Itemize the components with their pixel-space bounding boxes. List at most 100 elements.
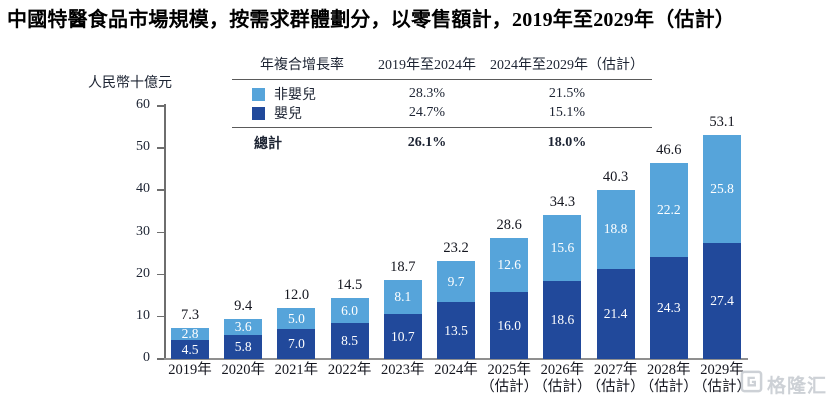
total-value-label-2024年: 23.2 — [443, 240, 469, 257]
segment-value-label: 24.3 — [656, 300, 681, 316]
total-value-label-2026年: 34.3 — [549, 193, 576, 210]
non-infant-legend-swatch — [252, 87, 265, 101]
x-axis-label-2021年: 2021年 — [274, 362, 319, 378]
cagr-row-non-infant: 非嬰兒 28.3% 21.5% — [232, 84, 652, 103]
page-title: 中國特醫食品市場規模，按需求群體劃分，以零售額計，2019年至2029年（估計） — [7, 9, 735, 31]
x-axis-label-2025年: 2025年 （估計） — [480, 362, 539, 396]
segment-value-label: 16.0 — [497, 317, 521, 333]
segment-value-label: 2.8 — [181, 326, 199, 342]
bar-segment-非嬰兒-2025年: 12.6 — [490, 238, 529, 292]
cagr-header-metric: 年複合增長率 — [260, 58, 344, 73]
total-cagr-period1: 26.1% — [407, 135, 447, 150]
x-axis-label-2020年: 2020年 — [221, 362, 265, 378]
y-axis-unit-label: 人民幣十億元 — [88, 76, 172, 91]
bar-segment-嬰兒-2029年: 27.4 — [703, 243, 741, 359]
bar-segment-非嬰兒-2029年: 25.8 — [703, 134, 741, 244]
total-value-label-2023年: 18.7 — [390, 258, 416, 275]
infant-legend-swatch — [252, 106, 265, 120]
y-tick-mark-20 — [157, 273, 164, 276]
total-value-label-2021年: 12.0 — [283, 287, 310, 304]
segment-value-label: 8.1 — [394, 289, 412, 305]
segment-value-label: 5.0 — [287, 311, 305, 327]
bar-segment-非嬰兒-2019年: 2.8 — [171, 326, 209, 342]
watermark: 格隆汇 — [740, 370, 827, 398]
bar-2024年: 13.5 9.7 23.2 — [437, 106, 475, 359]
bar-segment-非嬰兒-2028年: 22.2 — [649, 162, 688, 257]
y-axis-line — [164, 104, 166, 360]
total-value-label-2028年: 46.6 — [656, 141, 682, 158]
bar-2023年: 10.7 8.1 18.7 — [383, 106, 422, 359]
bar-segment-嬰兒-2026年: 18.6 — [543, 280, 582, 359]
cagr-table-header: 年複合增長率 2019年至2024年 2024年至2029年（估計） — [232, 54, 652, 79]
total-cagr-period2: 18.0% — [547, 135, 587, 150]
x-axis-label-2023年: 2023年 — [381, 362, 425, 378]
y-tick-label-10: 10 — [136, 307, 150, 323]
segment-value-label: 7.0 — [287, 336, 305, 352]
plot-area: 4.5 2.8 7.3 5.8 3.6 9.4 7.0 5.0 12.0 8.5 6.0 14.5 10… — [165, 106, 748, 359]
infant-cagr-period2: 15.1% — [548, 105, 586, 120]
bar-segment-嬰兒-2020年: 5.8 — [224, 334, 263, 359]
x-axis-label-2029年: 2029年 （估計） — [693, 362, 751, 396]
x-axis-label-2024年: 2024年 — [434, 362, 478, 378]
total-value-label-2022年: 14.5 — [336, 276, 363, 293]
bar-segment-嬰兒-2028年: 24.3 — [649, 256, 688, 359]
segment-value-label: 22.2 — [656, 201, 681, 217]
segment-value-label: 27.4 — [710, 293, 734, 309]
non-infant-legend-label: 非嬰兒 — [274, 88, 316, 103]
segment-value-label: 12.6 — [497, 257, 521, 273]
total-value-label-2029年: 53.1 — [709, 113, 735, 130]
bar-segment-嬰兒-2022年: 8.5 — [330, 323, 369, 359]
total-value-label-2025年: 28.6 — [496, 217, 522, 234]
bar-2029年: 27.4 25.8 53.1 — [703, 106, 741, 359]
bar-2026年: 18.6 15.6 34.3 — [543, 106, 582, 359]
y-tick-label-20: 20 — [136, 265, 150, 281]
y-tick-label-0: 0 — [143, 350, 150, 365]
segment-value-label: 15.6 — [550, 239, 575, 255]
cagr-header-period1: 2019年至2024年 — [378, 58, 476, 73]
total-value-label-2027年: 40.3 — [602, 168, 629, 185]
y-tick-mark-40 — [157, 189, 164, 191]
bar-segment-嬰兒-2021年: 7.0 — [277, 329, 316, 359]
y-tick-mark-10 — [157, 315, 164, 318]
infant-cagr-period1: 24.7% — [408, 105, 446, 120]
y-tick-label-40: 40 — [136, 181, 150, 197]
bar-2028年: 24.3 22.2 46.6 — [649, 106, 688, 359]
y-tick-mark-50 — [157, 147, 164, 149]
bar-segment-非嬰兒-2023年: 8.1 — [383, 279, 422, 314]
total-label: 總計 — [254, 137, 282, 152]
bar-segment-非嬰兒-2020年: 3.6 — [224, 319, 263, 335]
segment-value-label: 6.0 — [341, 302, 359, 318]
bar-2025年: 16.0 12.6 28.6 — [490, 106, 529, 359]
x-axis-label-2026年: 2026年 （估計） — [533, 362, 592, 396]
segment-value-label: 25.8 — [710, 181, 734, 197]
y-tick-label-60: 60 — [136, 97, 150, 112]
bar-segment-嬰兒-2025年: 16.0 — [490, 291, 529, 359]
gelonghui-logo-icon — [740, 370, 763, 398]
total-value-label-2019年: 7.3 — [180, 307, 200, 324]
segment-value-label: 18.8 — [603, 221, 628, 237]
bar-2027年: 21.4 18.8 40.3 — [596, 106, 635, 359]
cagr-table-body: 非嬰兒 28.3% 21.5% 嬰兒 24.7% 15.1% — [232, 79, 652, 127]
cagr-row-total: 總計 26.1% 18.0% — [232, 127, 652, 153]
x-axis-label-2019年: 2019年 — [168, 362, 212, 378]
cagr-row-infant: 嬰兒 24.7% 15.1% — [232, 103, 652, 122]
bar-segment-嬰兒-2024年: 13.5 — [437, 302, 475, 359]
bar-segment-嬰兒-2027年: 21.4 — [596, 268, 635, 359]
total-value-label-2020年: 9.4 — [234, 298, 253, 315]
bar-2021年: 7.0 5.0 12.0 — [277, 106, 316, 359]
segment-value-label: 10.7 — [390, 328, 415, 344]
segment-value-label: 18.6 — [550, 312, 575, 328]
y-tick-mark-30 — [157, 231, 164, 233]
infant-legend-label: 嬰兒 — [274, 107, 302, 122]
bar-segment-非嬰兒-2026年: 15.6 — [543, 214, 582, 281]
y-tick-mark-0 — [157, 358, 164, 360]
y-tick-label-30: 30 — [136, 223, 150, 239]
x-axis-line — [157, 358, 748, 360]
segment-value-label: 21.4 — [603, 306, 628, 322]
bar-segment-嬰兒-2019年: 4.5 — [171, 340, 209, 359]
bar-segment-非嬰兒-2024年: 9.7 — [437, 261, 475, 303]
y-tick-mark-60 — [157, 105, 164, 107]
x-axis-label-2027年: 2027年 （估計） — [586, 362, 645, 396]
y-tick-label-50: 50 — [136, 139, 150, 155]
